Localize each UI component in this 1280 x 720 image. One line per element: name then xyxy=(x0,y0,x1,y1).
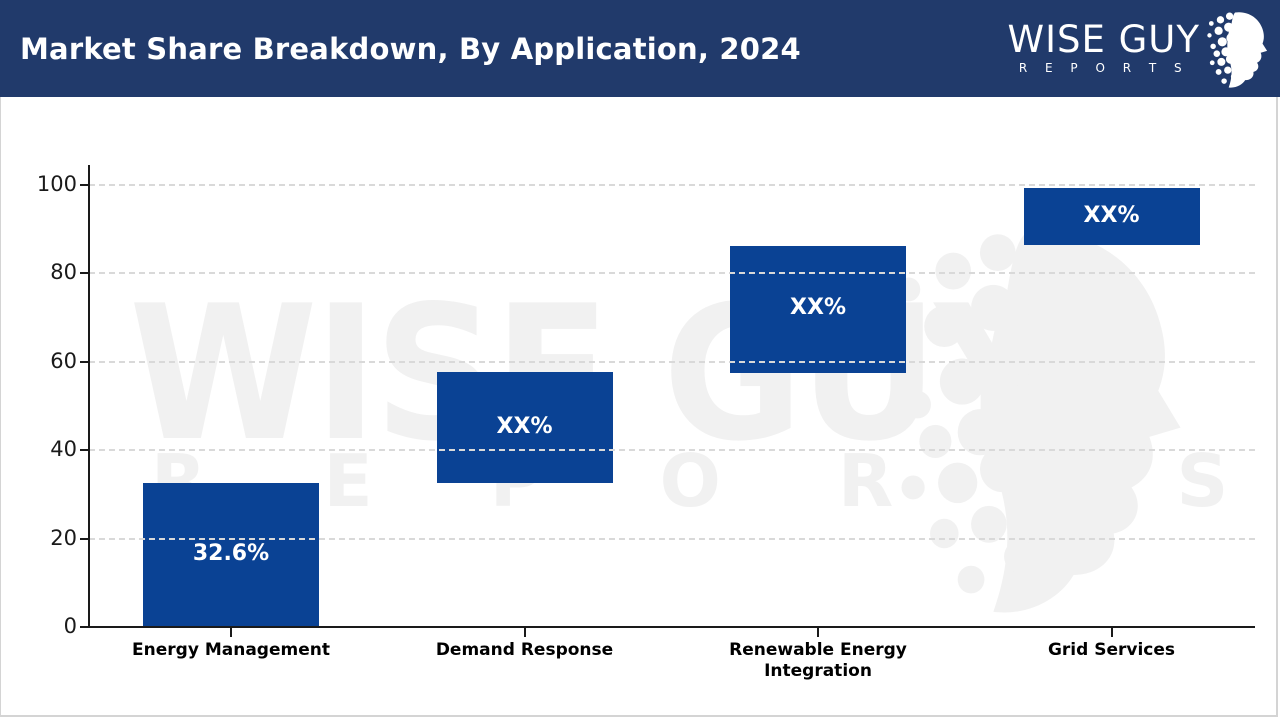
gridline-100 xyxy=(89,184,1255,186)
x-category-label: Demand Response xyxy=(435,640,614,660)
bar-renewable-energy-integration xyxy=(730,245,906,373)
dotted-head-profile-icon xyxy=(1207,12,1268,88)
y-tick-label: 80 xyxy=(50,260,77,285)
y-tick xyxy=(80,449,88,452)
x-tick xyxy=(523,628,526,637)
y-tick-label: 60 xyxy=(50,348,77,373)
y-tick xyxy=(80,272,88,275)
y-tick-label: 20 xyxy=(50,525,77,550)
x-tick xyxy=(1110,628,1113,637)
y-tick xyxy=(80,184,88,186)
chart-area: WISE GUY R E P O R T S 32.6% XX% XX% XX% 0 20… xyxy=(0,97,1278,717)
y-tick xyxy=(80,626,88,628)
x-category-label: Renewable Energy Integration xyxy=(729,640,907,681)
gridline-40 xyxy=(89,449,1255,452)
bar-demand-response xyxy=(436,372,613,483)
watermark-dotted-head-profile-icon xyxy=(889,232,1181,613)
logo-subtitle: R E P O R T S xyxy=(1018,61,1189,75)
bar-value-label: 32.6% xyxy=(192,540,270,566)
y-tick-label: 0 xyxy=(63,614,77,638)
bar-energy-management xyxy=(143,482,319,627)
gridline-60 xyxy=(89,360,1255,363)
gridline-80 xyxy=(89,272,1255,275)
header-bar: Market Share Breakdown, By Application, … xyxy=(0,0,1280,97)
x-tick xyxy=(230,628,232,637)
x-category-label: Energy Management xyxy=(132,640,330,660)
y-tick-label: 100 xyxy=(36,172,77,196)
bar-grid-services xyxy=(1023,188,1200,246)
bar-value-label: XX% xyxy=(496,413,553,439)
wiseguy-logo: WISE GUY R E P O R T S xyxy=(1008,6,1268,92)
chart-title: Market Share Breakdown, By Application, … xyxy=(20,31,801,66)
y-tick xyxy=(80,537,88,540)
x-category-label: Grid Services xyxy=(1047,640,1176,660)
x-tick xyxy=(817,628,819,637)
bar-value-label: XX% xyxy=(1083,202,1140,228)
y-axis-spine xyxy=(88,165,90,628)
y-tick-label: 40 xyxy=(50,437,77,462)
bar-value-label: XX% xyxy=(790,295,846,321)
x-axis-spine xyxy=(88,626,1255,628)
logo-wordmark: WISE GUY xyxy=(1007,18,1200,61)
plot: 32.6% XX% XX% XX% 0 20 40 60 80 100 Energy Managem… xyxy=(1,97,1276,715)
gridline-20 xyxy=(89,537,1255,540)
logo-text: WISE GUY R E P O R T S xyxy=(1007,18,1200,76)
y-tick xyxy=(80,360,88,363)
